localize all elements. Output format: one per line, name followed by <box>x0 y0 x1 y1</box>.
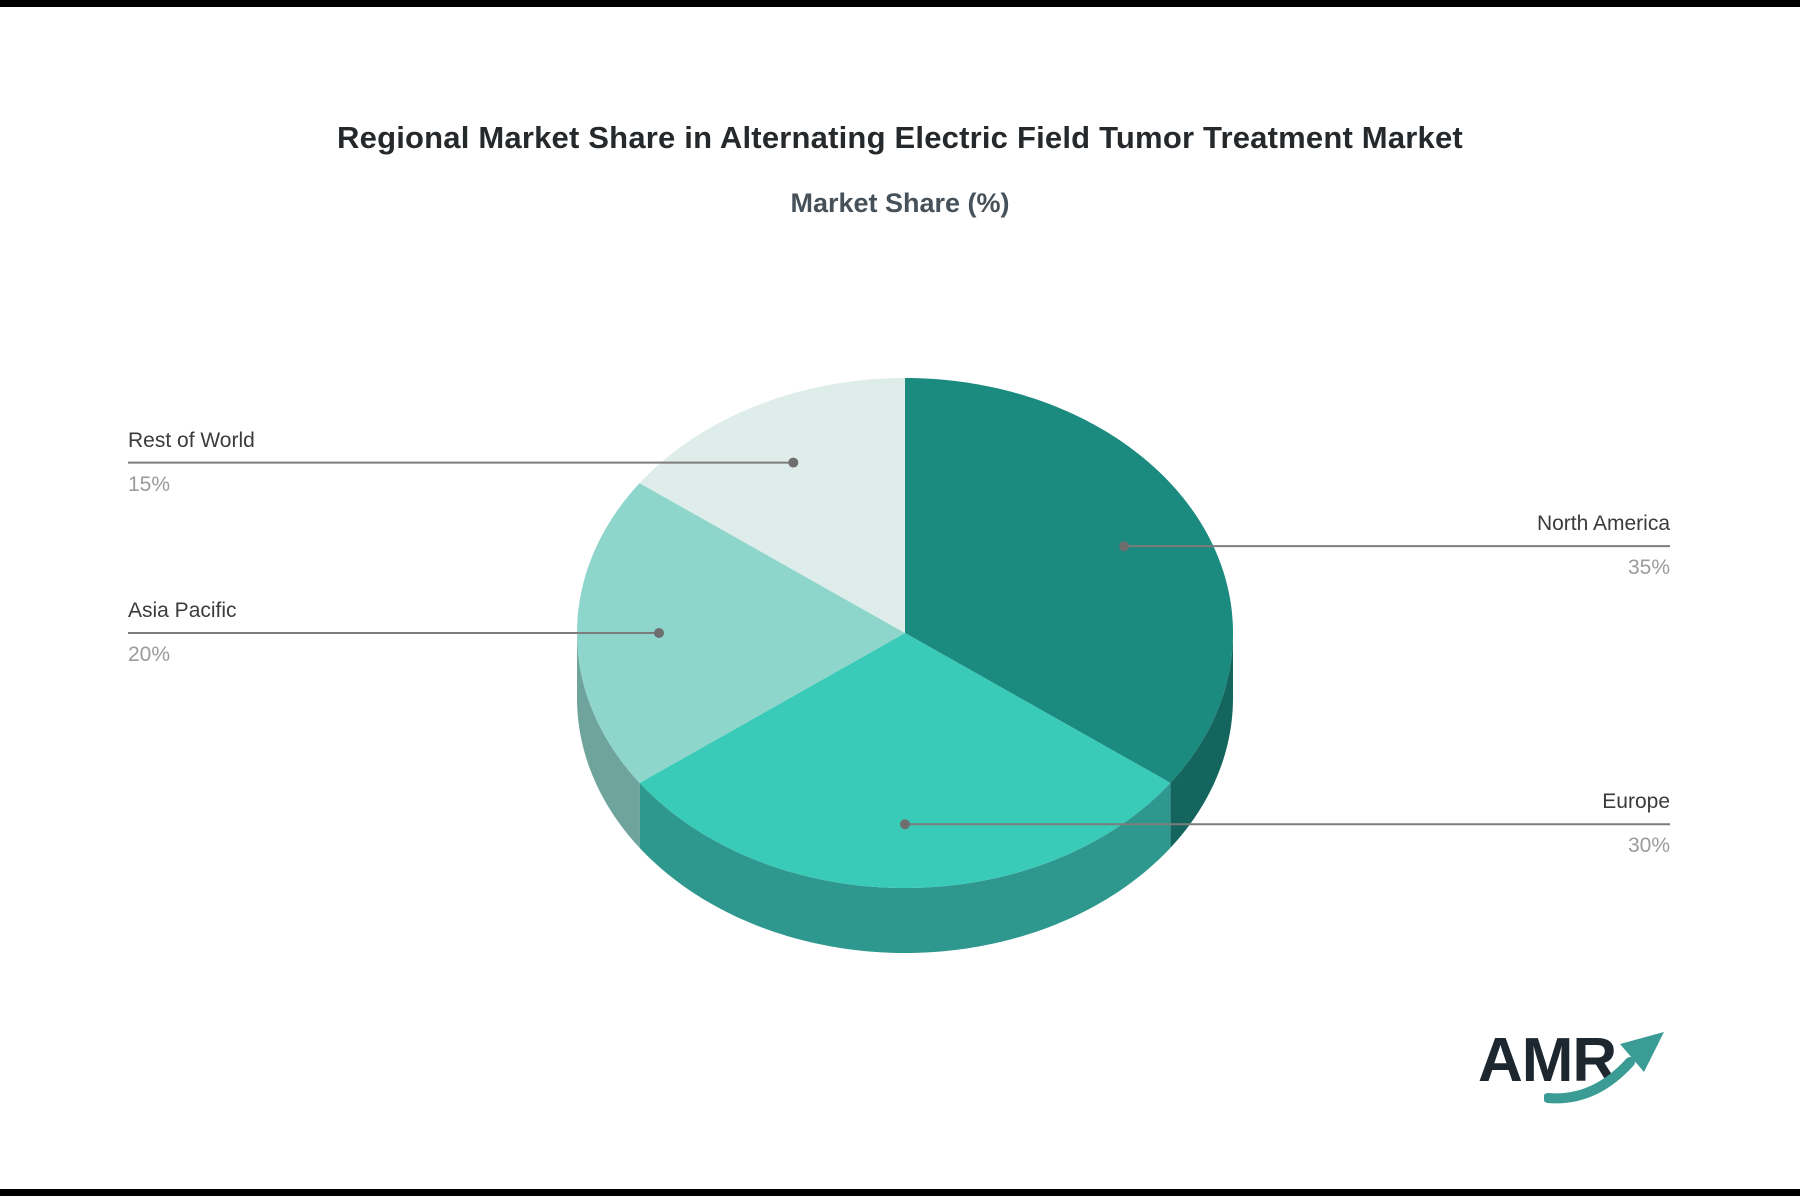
slice-label-rest-of-world: Rest of World <box>128 428 255 452</box>
callout-dot-north-america <box>1119 541 1130 552</box>
logo-text: AMR <box>1478 1026 1617 1095</box>
pie-side-north-america <box>1170 633 1233 848</box>
callout-dot-asia-pacific <box>654 628 664 638</box>
chart-title: Regional Market Share in Alternating Ele… <box>337 120 1463 155</box>
slice-label-europe: Europe <box>1602 790 1670 814</box>
slice-percent-rest-of-world: 15% <box>128 472 171 496</box>
slice-label-asia-pacific: Asia Pacific <box>128 599 237 622</box>
slice-percent-north-america: 35% <box>1627 556 1670 580</box>
slice-label-north-america: North America <box>1536 512 1670 536</box>
logo-arrow-icon <box>1544 1032 1664 1104</box>
slice-percent-asia-pacific: 20% <box>128 643 171 666</box>
pie-slice-rest-of-world <box>639 378 905 633</box>
callout-dot-rest-of-world <box>788 457 799 468</box>
chart-subtitle: Market Share (%) <box>790 188 1010 218</box>
bottom-border <box>0 1189 1800 1196</box>
pie-side-europe <box>639 782 1171 953</box>
amr-logo: AMR <box>1478 1030 1678 1120</box>
callout-dot-europe <box>900 819 910 830</box>
top-border <box>0 0 1800 7</box>
pie-slice-north-america <box>905 378 1233 783</box>
pie-slice-asia-pacific <box>577 483 905 783</box>
pie-side-asia-pacific <box>577 633 640 848</box>
slice-percent-europe: 30% <box>1627 834 1670 858</box>
